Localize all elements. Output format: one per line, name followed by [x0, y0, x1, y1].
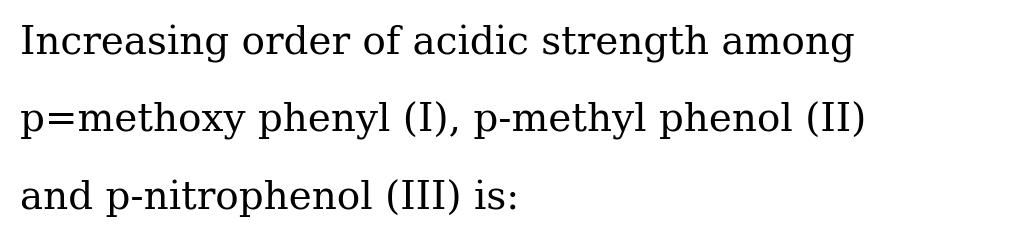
- Text: p=methoxy phenyl (I), p-methyl phenol (II): p=methoxy phenyl (I), p-methyl phenol (I…: [20, 102, 867, 140]
- Text: and p-nitrophenol (III) is:: and p-nitrophenol (III) is:: [20, 180, 520, 217]
- Text: Increasing order of acidic strength among: Increasing order of acidic strength amon…: [20, 24, 855, 63]
